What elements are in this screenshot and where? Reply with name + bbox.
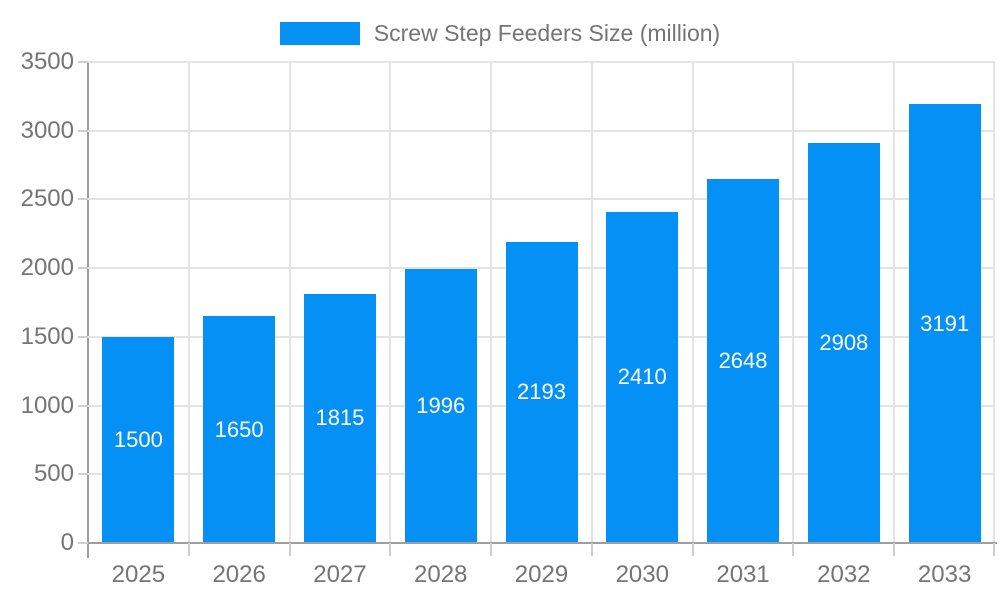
bar-value-label: 3191 bbox=[920, 310, 970, 336]
x-axis-tick bbox=[993, 543, 995, 556]
legend-swatch bbox=[279, 21, 360, 45]
y-axis-tick bbox=[78, 404, 88, 407]
x-tick-label: 2030 bbox=[615, 561, 669, 588]
bar-value-label: 1815 bbox=[315, 405, 365, 431]
bar-2030: 2410 bbox=[606, 211, 679, 543]
bar-value-label: 2908 bbox=[819, 330, 869, 356]
v-gridline bbox=[591, 62, 593, 543]
bar-2029: 2193 bbox=[505, 241, 578, 543]
legend-label: Screw Step Feeders Size (million) bbox=[373, 19, 721, 46]
x-axis-tick bbox=[591, 543, 593, 556]
plot-area: 1500 1650 1815 1996 2193 2410 2648 2908 3191 bbox=[88, 61, 995, 543]
legend: Screw Step Feeders Size (million) bbox=[0, 14, 1000, 52]
x-axis-tick bbox=[389, 543, 391, 556]
y-axis-tick bbox=[78, 61, 88, 63]
bar-2028: 1996 bbox=[404, 268, 477, 543]
bar-value-label: 2193 bbox=[517, 379, 566, 405]
y-axis-line bbox=[87, 62, 89, 558]
bar-2033: 3191 bbox=[908, 104, 981, 543]
bar-2026: 1650 bbox=[203, 316, 276, 543]
v-gridline bbox=[692, 62, 694, 543]
v-gridline bbox=[490, 62, 492, 543]
x-axis-baseline bbox=[78, 542, 997, 544]
x-axis-tick bbox=[792, 543, 794, 556]
x-tick-label: 2027 bbox=[313, 561, 367, 588]
y-tick-label: 2500 bbox=[20, 185, 74, 213]
h-gridline bbox=[88, 129, 995, 132]
v-gridline bbox=[792, 62, 794, 543]
v-gridline bbox=[289, 62, 291, 543]
y-tick-label: 3500 bbox=[20, 48, 74, 75]
x-axis-tick bbox=[490, 543, 492, 556]
x-tick-label: 2026 bbox=[212, 561, 266, 588]
y-tick-label: 0 bbox=[60, 529, 74, 556]
v-gridline bbox=[993, 62, 995, 543]
x-tick-label: 2031 bbox=[716, 561, 770, 588]
x-tick-label: 2025 bbox=[111, 561, 166, 588]
y-tick-label: 1000 bbox=[20, 391, 74, 419]
x-axis-tick bbox=[692, 543, 694, 556]
bar-value-label: 1996 bbox=[416, 392, 466, 418]
y-tick-label: 3000 bbox=[20, 116, 74, 144]
bar-value-label: 1500 bbox=[113, 426, 163, 452]
bar-2031: 2648 bbox=[707, 179, 780, 543]
y-axis-tick bbox=[78, 129, 88, 132]
bar-value-label: 2410 bbox=[617, 364, 667, 390]
bar-value-label: 1650 bbox=[214, 416, 264, 442]
y-axis-tick bbox=[78, 473, 88, 476]
x-axis-tick bbox=[289, 543, 291, 556]
v-gridline bbox=[188, 62, 190, 543]
bar-value-label: 2648 bbox=[718, 348, 768, 374]
bar-2025: 1500 bbox=[102, 336, 175, 543]
y-tick-label: 500 bbox=[33, 460, 74, 488]
y-axis-tick bbox=[78, 198, 88, 201]
y-axis-tick bbox=[78, 542, 88, 544]
x-tick-label: 2028 bbox=[414, 561, 468, 588]
bar-2027: 1815 bbox=[303, 293, 376, 543]
x-tick-label: 2032 bbox=[817, 561, 871, 588]
h-gridline bbox=[88, 61, 995, 63]
x-tick-label: 2029 bbox=[514, 561, 569, 588]
x-axis-tick bbox=[893, 543, 895, 556]
h-gridline bbox=[88, 198, 995, 201]
v-gridline bbox=[893, 62, 895, 543]
x-axis-tick bbox=[188, 543, 190, 556]
bar-2032: 2908 bbox=[807, 143, 880, 543]
x-tick-label: 2033 bbox=[917, 561, 972, 588]
y-tick-label: 1500 bbox=[20, 322, 74, 350]
y-tick-label: 2000 bbox=[20, 254, 74, 282]
y-axis-tick bbox=[78, 335, 88, 338]
y-axis-tick bbox=[78, 267, 88, 270]
v-gridline bbox=[389, 62, 391, 543]
